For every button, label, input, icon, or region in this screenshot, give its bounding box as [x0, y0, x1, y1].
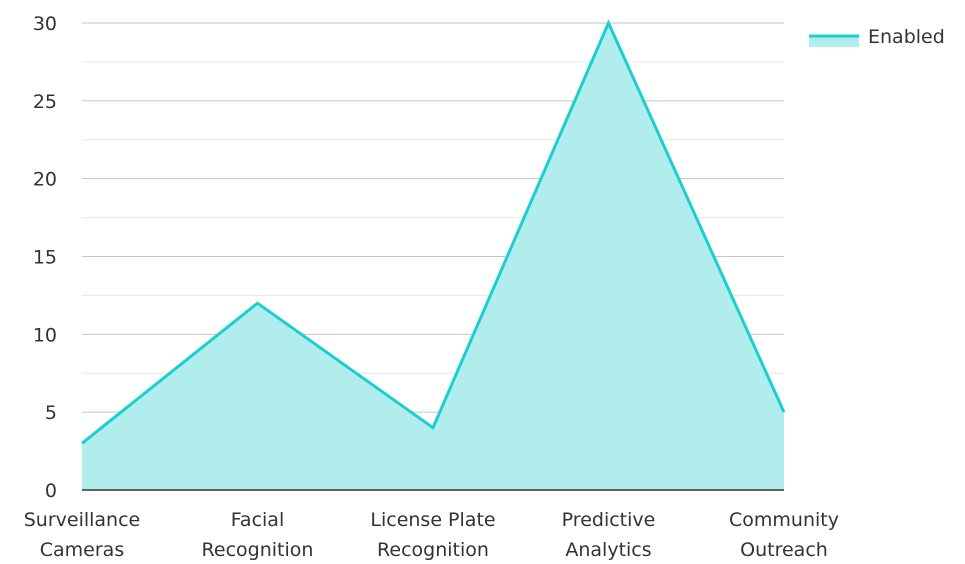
x-tick-label: Predictive Analytics [562, 509, 656, 561]
x-tick-label: Community Outreach [729, 509, 839, 561]
y-tick-label: 5 [45, 402, 57, 424]
x-tick-label-line: Recognition [202, 539, 314, 561]
x-tick-label-line: Surveillance [24, 509, 141, 531]
y-tick-label: 10 [33, 324, 57, 346]
legend-swatch-fill [809, 36, 859, 47]
legend: Enabled [809, 26, 945, 48]
x-tick-label-line: Outreach [740, 539, 828, 561]
y-tick-label: 15 [33, 247, 57, 269]
legend-label-enabled: Enabled [868, 26, 945, 48]
y-tick-label: 20 [33, 169, 57, 191]
x-tick-label-line: Community [729, 509, 839, 531]
x-tick-label-line: Cameras [40, 539, 124, 561]
x-tick-label-line: Predictive [562, 509, 656, 531]
x-tick-label: Surveillance Cameras [24, 509, 141, 561]
series-fill-enabled [82, 23, 784, 490]
x-tick-label: License Plate Recognition [370, 509, 495, 561]
series-area [81, 19, 786, 490]
x-tick-label-line: License Plate [370, 509, 495, 531]
x-tick-label-line: Facial [231, 509, 284, 531]
y-tick-label: 30 [33, 13, 57, 35]
x-tick-label: Facial Recognition [202, 509, 314, 561]
y-tick-label: 25 [33, 91, 57, 113]
y-tick-labels: 0 5 10 15 20 25 30 [33, 13, 57, 502]
y-tick-label: 0 [45, 480, 57, 502]
x-tick-label-line: Analytics [565, 539, 651, 561]
x-tick-label-line: Recognition [377, 539, 489, 561]
